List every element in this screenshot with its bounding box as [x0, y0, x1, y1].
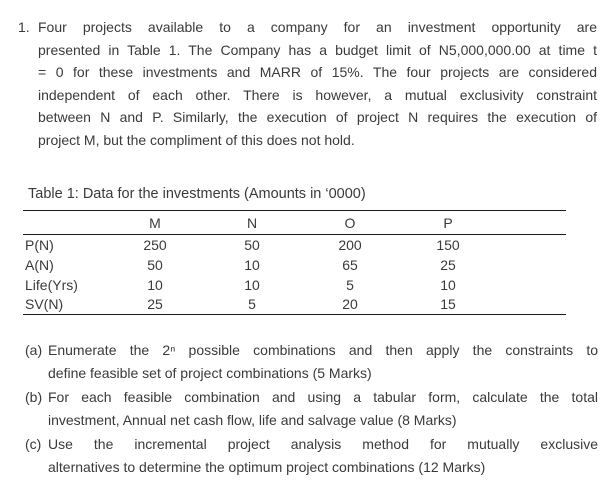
problem-line: independent of each other. There is howe…: [38, 86, 597, 103]
question-a-marker: (a): [25, 342, 43, 358]
cell: 250: [143, 236, 167, 253]
cell: 25: [440, 256, 456, 273]
problem-line: = 0 for these investments and MARR of 15…: [38, 64, 597, 81]
table-header-p: P: [399, 210, 497, 235]
table-header-n: N: [203, 210, 301, 235]
cell: 10: [440, 276, 456, 293]
problem-text: Four projects available to a company for…: [38, 16, 597, 152]
question-b-line: investment, Annual net cash flow, life a…: [48, 412, 457, 429]
cell-filler: [497, 294, 566, 315]
row-label: SV(N): [23, 294, 107, 315]
table-row: A(N) 50 10 65 25: [23, 255, 566, 275]
problem-line: project M, but the compliment of this do…: [38, 131, 355, 148]
table-header-empty: [23, 210, 107, 235]
cell: 25: [107, 294, 203, 315]
cell: 20: [301, 294, 399, 315]
table-row: Life(Yrs) 10 10 5 10: [23, 275, 566, 295]
question-b-marker: (b): [25, 388, 43, 405]
questions-list: (a) Enumerate the 2ⁿ possible combinatio…: [25, 339, 598, 479]
cell-filler: [497, 255, 566, 275]
row-label: Life(Yrs): [25, 276, 78, 293]
table-row: SV(N) 25 5 20 15: [23, 294, 566, 315]
question-c-line: Use the incremental project analysis met…: [48, 435, 598, 452]
cell: 10: [244, 276, 260, 293]
problem-line: presented in Table 1. The Company has a …: [38, 41, 597, 58]
question-c: (c) Use the incremental project analysis…: [25, 433, 598, 480]
question-a-line: Enumerate the 2ⁿ possible combinations a…: [48, 342, 598, 358]
question-a-line: define feasible set of project combinati…: [48, 365, 372, 382]
cell: 5: [346, 276, 354, 293]
row-label: A(N): [25, 256, 54, 273]
problem-number: 1.: [18, 19, 30, 35]
cell-filler: [497, 275, 566, 295]
cell: 5: [203, 294, 301, 315]
problem-line: Four projects available to a company for…: [38, 19, 597, 35]
question-c-line: alternatives to determine the optimum pr…: [48, 459, 486, 476]
table-header-filler: [497, 210, 566, 235]
cell: 15: [399, 294, 497, 315]
cell: 65: [342, 256, 358, 273]
question-b: (b) For each feasible combination and us…: [25, 386, 598, 433]
cell: 50: [147, 256, 163, 273]
cell: 150: [436, 236, 460, 253]
cell: 50: [244, 236, 260, 253]
cell-filler: [497, 235, 566, 255]
table-header-o: O: [301, 210, 399, 235]
problem-statement: 1. Four projects available to a company …: [18, 16, 597, 152]
table-row: P(N) 250 50 200 150: [23, 235, 566, 255]
problem-line: between N and P. Similarly, the executio…: [38, 109, 597, 126]
row-label: P(N): [25, 236, 54, 253]
table-header-row: M N O P: [23, 210, 566, 235]
table-caption: Table 1: Data for the investments (Amoun…: [28, 186, 366, 202]
cell: 200: [338, 236, 362, 253]
cell: 10: [147, 276, 163, 293]
question-b-line: For each feasible combination and using …: [48, 388, 598, 405]
question-a: (a) Enumerate the 2ⁿ possible combinatio…: [25, 339, 598, 386]
question-c-marker: (c): [25, 435, 42, 452]
cell: 10: [244, 256, 260, 273]
investments-table: M N O P P(N) 250 50 200 150 A(N) 50 10 6…: [23, 210, 566, 315]
table-header-m: M: [107, 210, 203, 235]
